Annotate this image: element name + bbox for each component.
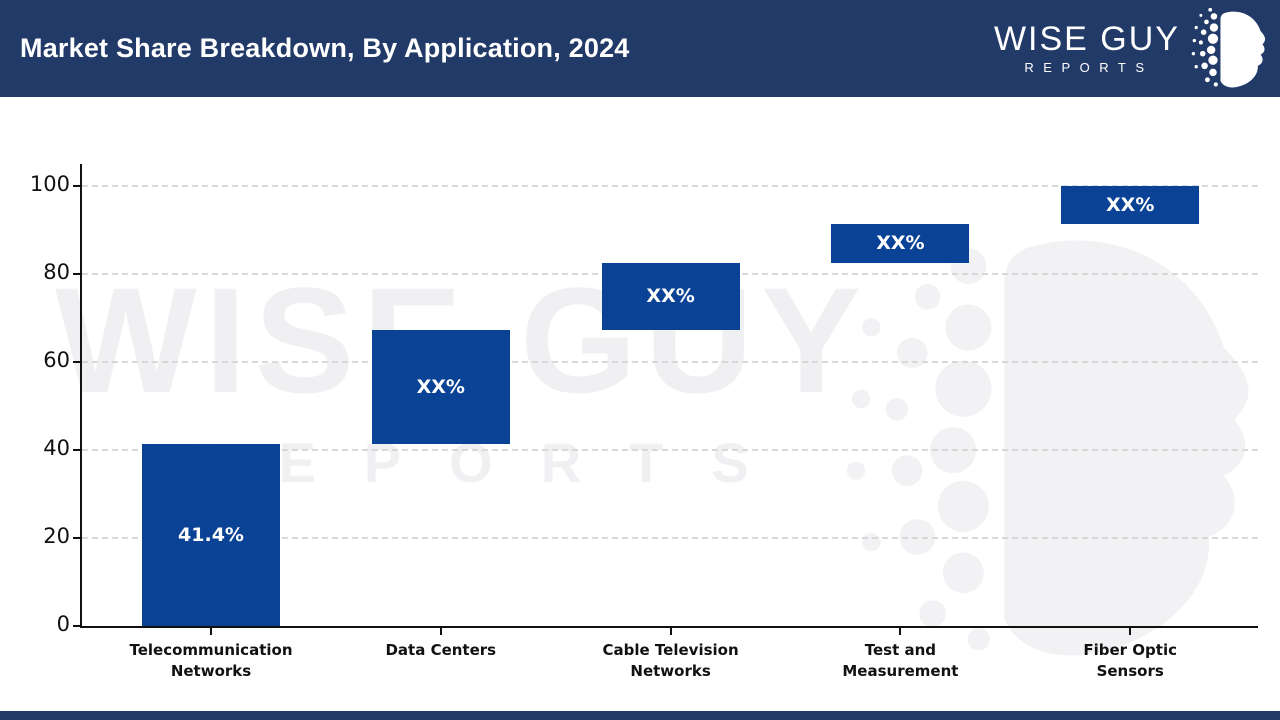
- bar-value-label: XX%: [876, 232, 925, 255]
- y-axis-line: [80, 164, 82, 628]
- x-tick-mark-fiber-optic-sensors: [1129, 628, 1132, 635]
- x-tick-mark-telecommunication-networks: [210, 628, 212, 635]
- logo-wordmark: WISE GUY: [993, 20, 1180, 58]
- x-category-label-telecommunication-networks: Telecommunication Networks: [129, 641, 293, 680]
- gridline-y100: [82, 185, 1258, 187]
- x-tick-mark-test-and-measurement: [899, 628, 902, 635]
- logo-subtext: REPORTS: [1024, 60, 1154, 75]
- plot-layer: 0 20 40 60 80 100 41.4% Telecommunication Netwo…: [0, 97, 1280, 711]
- y-tick-mark-0: [73, 625, 82, 627]
- x-category-label-cable-television-networks: Cable Television Networks: [602, 641, 739, 680]
- bar-value-label: XX%: [416, 375, 465, 398]
- logo-text: WISE GUY REPORTS: [994, 22, 1180, 75]
- x-category-label-data-centers: Data Centers: [385, 641, 497, 659]
- gridline-y60: [82, 361, 1258, 363]
- y-tick-label-60: 60: [43, 348, 70, 372]
- y-tick-mark-100: [73, 185, 82, 187]
- bar-fiber-optic-sensors: XX%: [1061, 186, 1200, 224]
- bar-value-label: XX%: [1106, 193, 1155, 216]
- y-tick-mark-80: [73, 273, 82, 275]
- page-title: Market Share Breakdown, By Application, …: [20, 33, 630, 63]
- y-tick-mark-60: [73, 361, 82, 363]
- gridline-y40: [82, 449, 1258, 451]
- x-category-label-fiber-optic-sensors: Fiber Optic Sensors: [1083, 641, 1177, 680]
- x-category-label-test-and-measurement: Test and Measurement: [842, 641, 959, 680]
- bar-value-label: 41.4%: [178, 523, 244, 546]
- header-bar: Market Share Breakdown, By Application, …: [0, 0, 1280, 97]
- y-tick-mark-20: [73, 537, 82, 539]
- bar-test-and-measurement: XX%: [831, 223, 970, 263]
- x-axis-line: [80, 626, 1258, 628]
- bar-cable-television-networks: XX%: [601, 263, 740, 330]
- wise-guy-reports-logo: WISE GUY REPORTS: [994, 7, 1270, 91]
- chart-area: WISE GUY REPORTS 0 20 40 60 80 100 41.4% Teleco…: [0, 97, 1280, 711]
- y-tick-label-20: 20: [43, 524, 70, 548]
- y-tick-label-100: 100: [29, 172, 70, 196]
- head-silhouette-icon: [1191, 7, 1266, 87]
- bar-telecommunication-networks: 41.4%: [142, 443, 280, 626]
- bar-value-label: XX%: [646, 285, 695, 308]
- x-tick-mark-cable-television-networks: [669, 628, 672, 635]
- x-tick-mark-data-centers: [439, 628, 442, 635]
- y-tick-label-80: 80: [43, 260, 70, 284]
- gridline-y20: [82, 537, 1258, 539]
- footer-bar: [0, 711, 1280, 720]
- bar-data-centers: XX%: [371, 329, 510, 444]
- y-tick-label-0: 0: [56, 612, 70, 636]
- y-tick-label-40: 40: [43, 436, 70, 460]
- watermark-subtext: REPORTS: [190, 431, 797, 494]
- y-tick-mark-40: [73, 449, 82, 451]
